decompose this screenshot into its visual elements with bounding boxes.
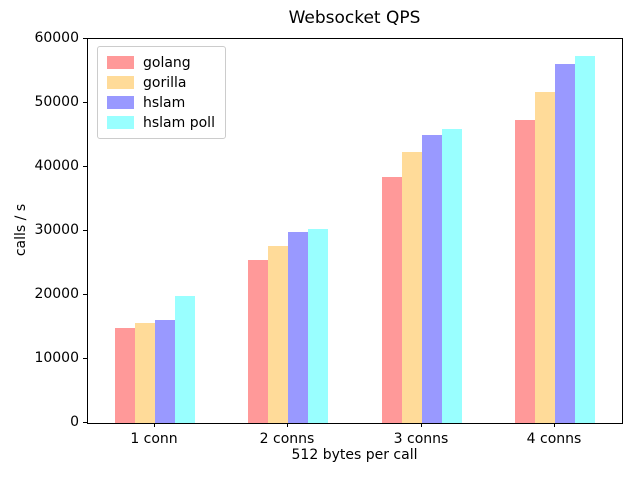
y-tick-label: 60000 — [34, 30, 79, 46]
bar-hslam-2-conns — [288, 232, 309, 423]
y-tick-mark — [83, 230, 87, 231]
legend-label: gorilla — [143, 74, 187, 91]
bar-gorilla-2-conns — [268, 245, 289, 423]
legend-row-gorilla: gorilla — [107, 73, 215, 92]
y-tick-mark — [83, 422, 87, 423]
legend-label: hslam poll — [143, 114, 215, 131]
x-tick-mark — [287, 423, 288, 427]
x-tick-label: 1 conn — [130, 431, 178, 447]
y-tick-mark — [83, 102, 87, 103]
bar-gorilla-4-conns — [535, 91, 556, 423]
x-tick-mark — [421, 423, 422, 427]
bar-hslam-poll-1-conn — [174, 295, 195, 423]
bar-golang-1-conn — [114, 327, 135, 423]
bar-golang-2-conns — [248, 259, 269, 423]
x-tick-label: 3 conns — [393, 431, 449, 447]
bar-hslam-3-conns — [421, 135, 442, 423]
y-axis-label: calls / s — [13, 203, 29, 257]
y-tick-mark — [83, 358, 87, 359]
bar-golang-3-conns — [381, 176, 402, 423]
legend-swatch-icon — [107, 76, 134, 89]
legend-label: golang — [143, 54, 191, 71]
x-axis-label: 512 bytes per call — [291, 447, 418, 463]
y-tick-mark — [83, 38, 87, 39]
legend-swatch-icon — [107, 116, 134, 129]
y-tick-label: 0 — [70, 414, 79, 430]
legend: golang gorilla hslam hslam poll — [97, 46, 226, 139]
bar-golang-4-conns — [515, 119, 536, 423]
legend-swatch-icon — [107, 56, 134, 69]
legend-swatch-icon — [107, 96, 134, 109]
x-tick-label: 4 conns — [526, 431, 582, 447]
bar-hslam-4-conns — [555, 64, 576, 423]
x-tick-mark — [154, 423, 155, 427]
legend-row-golang: golang — [107, 53, 215, 72]
y-tick-label: 40000 — [34, 158, 79, 174]
legend-row-hslam: hslam — [107, 93, 215, 112]
x-tick-mark — [554, 423, 555, 427]
chart-title: Websocket QPS — [288, 8, 421, 28]
plot-area: golang gorilla hslam hslam poll — [87, 38, 623, 424]
bar-hslam-poll-2-conns — [308, 229, 329, 423]
bar-gorilla-3-conns — [401, 152, 422, 423]
y-tick-label: 10000 — [34, 350, 79, 366]
bar-hslam-poll-4-conns — [575, 56, 596, 423]
legend-label: hslam — [143, 94, 186, 111]
y-tick-label: 20000 — [34, 286, 79, 302]
y-tick-mark — [83, 294, 87, 295]
legend-row-hslam-poll: hslam poll — [107, 113, 215, 132]
x-tick-label: 2 conns — [259, 431, 315, 447]
y-tick-mark — [83, 166, 87, 167]
y-tick-label: 50000 — [34, 94, 79, 110]
bar-hslam-poll-3-conns — [441, 128, 462, 423]
bar-gorilla-1-conn — [134, 323, 155, 423]
bar-hslam-1-conn — [154, 319, 175, 423]
y-tick-label: 30000 — [34, 222, 79, 238]
